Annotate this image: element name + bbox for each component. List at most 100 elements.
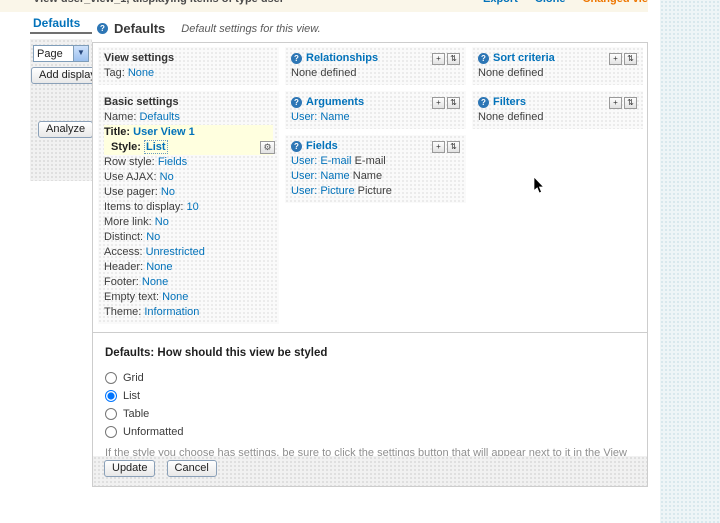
argument-item: User: Name <box>291 110 460 125</box>
gear-icon[interactable]: ⚙ <box>260 141 275 154</box>
pager-value-link[interactable]: No <box>160 186 175 198</box>
style-option-list[interactable]: List <box>105 390 635 402</box>
section-header: ? Filters + ⇅ <box>478 95 637 110</box>
update-button[interactable]: Update <box>104 460 156 477</box>
rearrange-icon[interactable]: ⇅ <box>624 96 637 109</box>
export-link[interactable]: Export <box>483 0 518 5</box>
items-value-link[interactable]: 10 <box>186 201 199 213</box>
chevron-down-icon: ▼ <box>73 46 88 61</box>
radio-label: Table <box>123 408 150 420</box>
setting-label: Tag: <box>104 67 125 79</box>
help-icon[interactable]: ? <box>478 97 489 108</box>
header-value-link[interactable]: None <box>146 261 173 273</box>
setting-row-empty-text: Empty text: None <box>104 290 273 305</box>
clone-link[interactable]: Clone <box>535 0 566 5</box>
setting-row-theme: Theme: Information <box>104 305 273 320</box>
arguments-title-link[interactable]: Arguments <box>306 96 365 108</box>
section-buttons: + ⇅ <box>609 52 637 65</box>
rearrange-icon[interactable]: ⇅ <box>447 52 460 65</box>
setting-row-more-link: More link: No <box>104 215 273 230</box>
radio-grid[interactable] <box>105 372 117 384</box>
help-icon[interactable]: ? <box>478 53 489 64</box>
page-title: View user_view_1, displaying items of ty… <box>33 0 284 5</box>
style-value-link[interactable]: List <box>144 140 168 154</box>
fields-title-link[interactable]: Fields <box>306 140 338 152</box>
argument-link[interactable]: User: Name <box>291 111 350 123</box>
name-value-link[interactable]: Defaults <box>139 111 180 123</box>
setting-row-pager: Use pager: No <box>104 185 273 200</box>
display-type-select[interactable]: Page ▼ <box>33 45 89 62</box>
field-suffix: Name <box>352 170 383 182</box>
help-icon[interactable]: ? <box>291 53 302 64</box>
add-icon[interactable]: + <box>609 96 622 109</box>
add-icon[interactable]: + <box>432 96 445 109</box>
view-summary: View settings Tag: None Basic settings N… <box>93 43 647 332</box>
display-subtitle: Default settings for this view. <box>181 22 321 35</box>
field-link[interactable]: User: Picture <box>291 185 355 197</box>
setting-row-items: Items to display: 10 <box>104 200 273 215</box>
access-value-link[interactable]: Unrestricted <box>145 246 205 258</box>
footer-value-link[interactable]: None <box>141 276 169 288</box>
page-header-strip: View user_view_1, displaying items of ty… <box>0 0 648 12</box>
section-arguments: ? Arguments + ⇅ User: Name <box>285 91 466 129</box>
field-suffix: E-mail <box>354 155 386 167</box>
field-link[interactable]: User: E-mail <box>291 155 352 167</box>
style-option-unformatted[interactable]: Unformatted <box>105 426 635 438</box>
rearrange-icon[interactable]: ⇅ <box>447 96 460 109</box>
section-header: ? Fields + ⇅ <box>291 139 460 154</box>
field-item: User: Name Name <box>291 169 460 184</box>
setting-label: Name: <box>104 111 137 123</box>
display-title: Defaults <box>114 21 166 36</box>
help-icon[interactable]: ? <box>97 23 108 34</box>
add-display-button[interactable]: Add display <box>31 67 104 84</box>
sort-criteria-title-link[interactable]: Sort criteria <box>493 52 555 64</box>
setting-label: Distinct: <box>104 231 144 243</box>
title-value-link[interactable]: User View 1 <box>133 126 195 138</box>
empty-text-value-link[interactable]: None <box>162 291 189 303</box>
style-option-table[interactable]: Table <box>105 408 635 420</box>
distinct-value-link[interactable]: No <box>146 231 161 243</box>
theme-value-link[interactable]: Information <box>144 306 200 318</box>
more-link-value-link[interactable]: No <box>154 216 169 228</box>
form-actions: Update Cancel <box>93 456 647 486</box>
changed-view-link[interactable]: Changed view <box>583 0 648 5</box>
setting-label: Empty text: <box>104 291 160 303</box>
tag-value-link[interactable]: None <box>127 67 155 79</box>
display-heading: ? Defaults Default settings for this vie… <box>97 21 321 36</box>
rearrange-icon[interactable]: ⇅ <box>447 140 460 153</box>
setting-label: Style: <box>111 141 141 153</box>
setting-label: Header: <box>104 261 144 273</box>
add-icon[interactable]: + <box>609 52 622 65</box>
setting-label: Row style: <box>104 156 155 168</box>
setting-label: Footer: <box>104 276 139 288</box>
help-icon[interactable]: ? <box>291 141 302 152</box>
setting-row-title: Title: User View 1 <box>104 125 273 140</box>
cancel-button[interactable]: Cancel <box>166 460 217 477</box>
section-buttons: + ⇅ <box>432 52 460 65</box>
section-fields: ? Fields + ⇅ User: E-mail E-mail User: N… <box>285 135 466 203</box>
field-link[interactable]: User: Name <box>291 170 350 182</box>
analyze-button[interactable]: Analyze <box>38 121 94 138</box>
setting-row-style: Style: List <box>104 140 273 155</box>
radio-unformatted[interactable] <box>105 426 117 438</box>
help-icon[interactable]: ? <box>291 97 302 108</box>
radio-table[interactable] <box>105 408 117 420</box>
row-style-value-link[interactable]: Fields <box>157 156 188 168</box>
empty-text: None defined <box>291 67 357 79</box>
page-right-margin <box>660 0 720 523</box>
tab-defaults[interactable]: Defaults <box>33 16 81 30</box>
setting-row-tag: Tag: None <box>104 66 273 81</box>
section-relationships: ? Relationships + ⇅ None defined <box>285 47 466 85</box>
setting-label: Access: <box>104 246 143 258</box>
ajax-value-link[interactable]: No <box>159 171 174 183</box>
relationships-title-link[interactable]: Relationships <box>306 52 379 64</box>
setting-row-row-style: Row style: Fields <box>104 155 273 170</box>
radio-list[interactable] <box>105 390 117 402</box>
style-option-grid[interactable]: Grid <box>105 372 635 384</box>
add-icon[interactable]: + <box>432 52 445 65</box>
rearrange-icon[interactable]: ⇅ <box>624 52 637 65</box>
section-header: ? Relationships + ⇅ <box>291 51 460 66</box>
filters-title-link[interactable]: Filters <box>493 96 527 108</box>
add-icon[interactable]: + <box>432 140 445 153</box>
summary-column-3: ? Sort criteria + ⇅ None defined ? Filte… <box>472 47 643 135</box>
